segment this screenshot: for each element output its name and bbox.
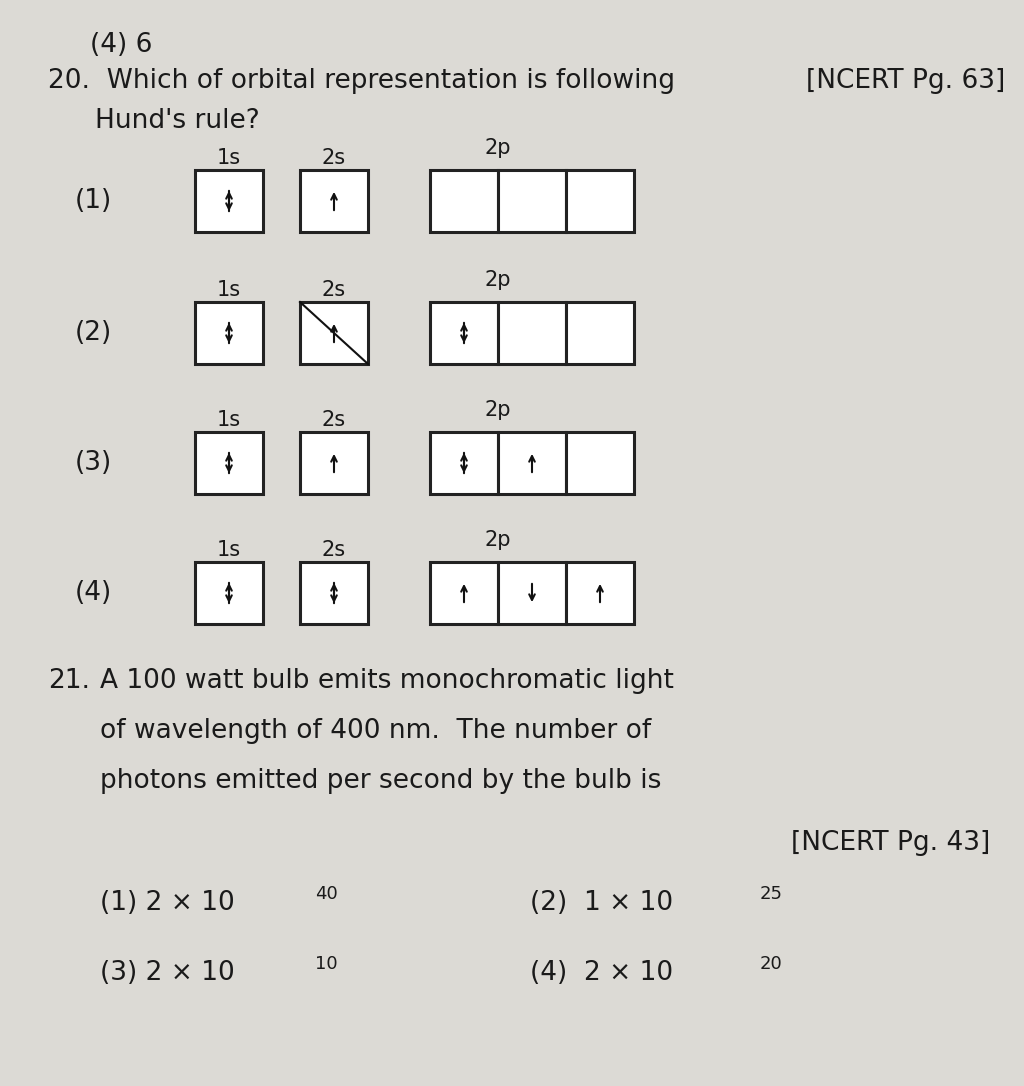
Text: (4)  2 × 10: (4) 2 × 10: [530, 960, 673, 986]
Text: 2p: 2p: [484, 270, 511, 290]
Bar: [498, 432, 566, 494]
Bar: [566, 302, 634, 364]
Text: (3): (3): [75, 450, 113, 476]
Bar: [195, 302, 263, 364]
Text: 1s: 1s: [217, 540, 241, 560]
Bar: [300, 432, 368, 494]
Text: 40: 40: [315, 885, 338, 902]
Text: 1s: 1s: [217, 280, 241, 300]
Text: 1s: 1s: [217, 148, 241, 168]
Bar: [498, 561, 566, 624]
Text: (4) 6: (4) 6: [90, 31, 153, 58]
Text: [NCERT Pg. 43]: [NCERT Pg. 43]: [791, 830, 990, 856]
Text: 2s: 2s: [322, 540, 346, 560]
Text: [NCERT Pg. 63]: [NCERT Pg. 63]: [806, 68, 1005, 94]
Text: 20.  Which of orbital representation is following: 20. Which of orbital representation is f…: [48, 68, 675, 94]
Text: (3) 2 × 10: (3) 2 × 10: [100, 960, 234, 986]
Bar: [498, 171, 566, 232]
Text: 21.: 21.: [48, 668, 90, 694]
Bar: [195, 561, 263, 624]
Text: of wavelength of 400 nm.  The number of: of wavelength of 400 nm. The number of: [100, 718, 651, 744]
Text: 10: 10: [315, 955, 338, 973]
Bar: [300, 561, 368, 624]
Text: (1): (1): [75, 188, 113, 214]
Text: 2s: 2s: [322, 411, 346, 430]
Bar: [430, 432, 498, 494]
Text: 20: 20: [760, 955, 782, 973]
Bar: [566, 171, 634, 232]
Text: 2s: 2s: [322, 148, 346, 168]
Text: (4): (4): [75, 580, 113, 606]
Text: A 100 watt bulb emits monochromatic light: A 100 watt bulb emits monochromatic ligh…: [100, 668, 674, 694]
Bar: [566, 432, 634, 494]
Bar: [430, 302, 498, 364]
Bar: [566, 561, 634, 624]
Text: 2s: 2s: [322, 280, 346, 300]
Text: (1) 2 × 10: (1) 2 × 10: [100, 891, 234, 915]
Text: 2p: 2p: [484, 400, 511, 420]
Text: 2p: 2p: [484, 138, 511, 157]
Bar: [195, 171, 263, 232]
Text: 25: 25: [760, 885, 783, 902]
Bar: [430, 171, 498, 232]
Text: (2): (2): [75, 320, 113, 346]
Text: (2)  1 × 10: (2) 1 × 10: [530, 891, 673, 915]
Bar: [430, 561, 498, 624]
Bar: [195, 432, 263, 494]
Text: 2p: 2p: [484, 530, 511, 550]
Bar: [498, 302, 566, 364]
Bar: [300, 302, 368, 364]
Text: photons emitted per second by the bulb is: photons emitted per second by the bulb i…: [100, 768, 662, 794]
Text: 1s: 1s: [217, 411, 241, 430]
Bar: [300, 171, 368, 232]
Text: Hund's rule?: Hund's rule?: [95, 108, 260, 134]
